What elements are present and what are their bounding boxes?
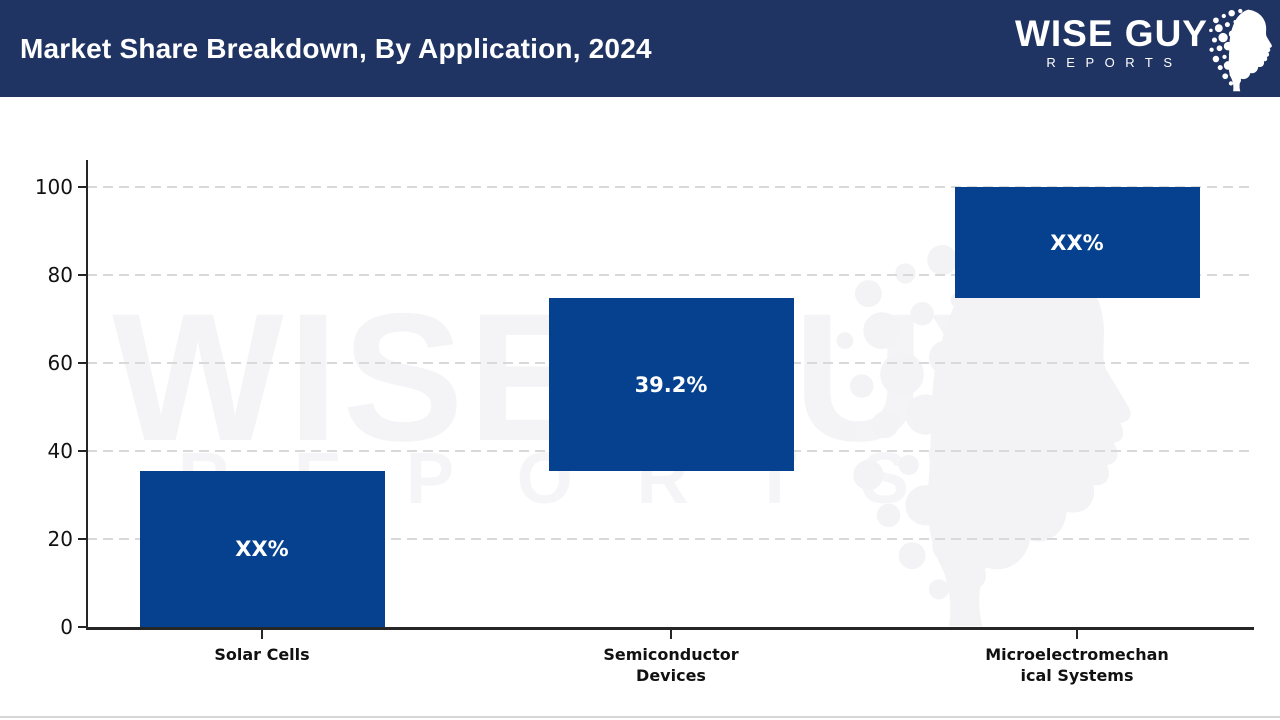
chart-plot-area: 0 20 40 60 80 100 XX% 39.2% XX% Solar Cells Semico…	[0, 97, 1280, 720]
y-tick-label: 0	[60, 615, 73, 639]
bar	[954, 187, 1200, 299]
y-tick-label: 80	[47, 263, 73, 287]
x-category-label: Solar Cells	[112, 644, 412, 665]
x-tick-mark	[261, 630, 263, 639]
y-tick-mark	[78, 450, 87, 452]
x-category-label: Microelectromechan ical Systems	[927, 644, 1227, 686]
bar	[548, 298, 794, 471]
x-category-label-line: ical Systems	[1020, 666, 1134, 685]
x-category-label-line: Solar Cells	[214, 645, 310, 664]
y-tick-mark	[78, 626, 87, 628]
logo-subtitle: REPORTS	[1046, 55, 1183, 70]
y-tick-mark	[78, 274, 87, 276]
x-category-label-line: Microelectromechan	[985, 645, 1169, 664]
bottom-hairline	[0, 716, 1280, 718]
y-tick-mark	[78, 362, 87, 364]
x-category-label-line: Semiconductor	[603, 645, 739, 664]
x-category-label-line: Devices	[636, 666, 706, 685]
y-tick-label: 40	[47, 439, 73, 463]
header: Market Share Breakdown, By Application, …	[0, 0, 1280, 97]
logo-text: WISE GUY REPORTS	[1014, 13, 1208, 71]
gridline	[87, 538, 1253, 540]
x-category-label: Semiconductor Devices	[521, 644, 821, 686]
y-tick-label: 20	[47, 527, 73, 551]
logo-wordmark: WISE GUY	[1014, 13, 1208, 54]
y-tick-label: 100	[34, 175, 73, 199]
bar	[139, 470, 385, 627]
gridline	[87, 186, 1253, 188]
y-tick-label: 60	[47, 351, 73, 375]
y-tick-mark	[78, 186, 87, 188]
page-title: Market Share Breakdown, By Application, …	[20, 32, 652, 64]
gridline	[87, 274, 1253, 276]
logo-head-icon	[1209, 8, 1272, 92]
x-tick-mark	[670, 630, 672, 639]
bar-value-label: XX%	[1050, 230, 1104, 255]
x-tick-mark	[1076, 630, 1078, 639]
y-axis-spine	[86, 160, 88, 629]
wise-guy-logo: WISE GUY REPORTS	[1015, 0, 1278, 97]
x-axis-spine	[86, 627, 1254, 630]
bar-value-label: XX%	[235, 536, 289, 561]
bar-value-label: 39.2%	[634, 372, 708, 397]
y-tick-mark	[78, 538, 87, 540]
